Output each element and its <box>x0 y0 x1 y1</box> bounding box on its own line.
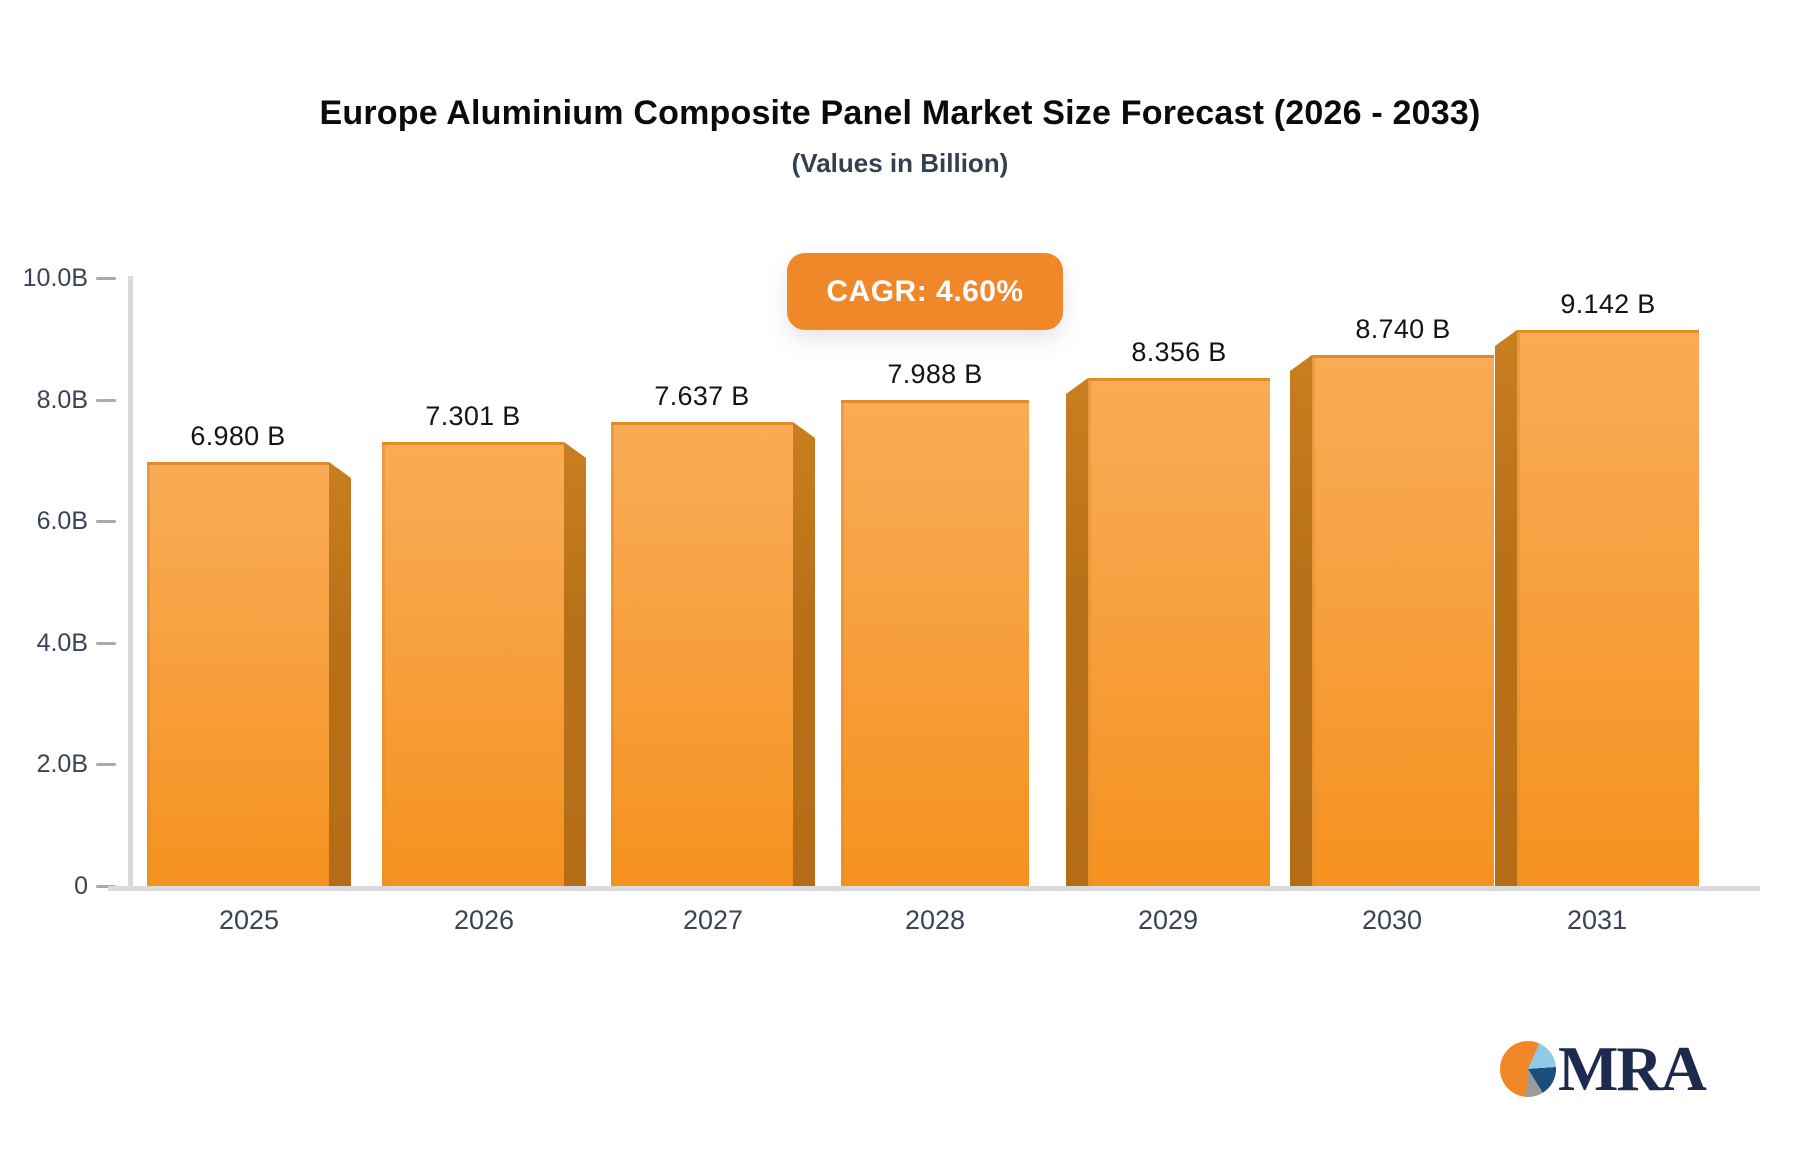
chart-title: Europe Aluminium Composite Panel Market … <box>319 94 1481 132</box>
x-axis-tick-label-2029: 2029 <box>1137 905 1199 935</box>
pie-chart-logo-icon <box>1500 1041 1556 1097</box>
bar-3d-side-2025 <box>329 462 351 886</box>
bar-3d-side-2026 <box>564 442 586 886</box>
bar-3d-side-2031 <box>1495 330 1517 886</box>
bar-2031 <box>1495 330 1699 886</box>
bar-3d-side-2027 <box>793 422 815 886</box>
bar-2029 <box>1066 378 1270 886</box>
y-axis-tick-label: 2.0B <box>36 750 88 778</box>
bar-2027 <box>611 422 815 886</box>
bar-value-label-2025: 6.980 B <box>190 421 286 451</box>
bar-body-2027 <box>611 422 793 886</box>
bar-value-label-2030: 8.740 B <box>1355 314 1451 344</box>
logo-text: MRA <box>1558 1033 1707 1104</box>
y-axis-tick-mark <box>96 520 116 523</box>
y-axis-line <box>128 276 133 891</box>
y-axis-tick-mark <box>96 642 116 645</box>
bar-2030 <box>1290 355 1494 886</box>
bar-value-label-2028: 7.988 B <box>887 359 983 389</box>
x-axis-tick-label-2027: 2027 <box>682 905 744 935</box>
y-axis-tick-mark <box>96 763 116 766</box>
mra-logo: MRA <box>1500 1033 1707 1104</box>
x-axis-line <box>108 886 1760 891</box>
bar-body-2030 <box>1312 355 1494 886</box>
y-axis-tick-label: 8.0B <box>36 386 88 414</box>
x-axis-tick-label-2025: 2025 <box>218 905 280 935</box>
y-axis-tick-label: 4.0B <box>36 629 88 657</box>
bar-3d-side-2029 <box>1066 378 1088 886</box>
bar-value-label-2029: 8.356 B <box>1131 337 1227 367</box>
bar-body-2028 <box>841 400 1029 886</box>
bar-value-label-2031: 9.142 B <box>1560 289 1656 319</box>
x-axis-tick-label-2030: 2030 <box>1361 905 1423 935</box>
y-axis-tick-mark <box>96 885 116 888</box>
chart-subtitle: (Values in Billion) <box>791 148 1009 178</box>
y-axis-tick-label: 0 <box>74 872 88 900</box>
bar-value-label-2027: 7.637 B <box>654 381 750 411</box>
bar-body-2026 <box>382 442 564 886</box>
y-axis-tick-label: 10.0B <box>22 264 88 292</box>
y-axis-tick-mark <box>96 399 116 402</box>
cagr-badge: CAGR: 4.60% <box>787 253 1063 330</box>
bar-body-2031 <box>1517 330 1699 886</box>
x-axis-tick-label-2028: 2028 <box>904 905 966 935</box>
bar-body-2029 <box>1088 378 1270 886</box>
bar-2025 <box>147 462 351 886</box>
bar-2026 <box>382 442 586 886</box>
bar-value-label-2026: 7.301 B <box>425 401 521 431</box>
bar-2028 <box>841 400 1029 886</box>
y-axis-tick-mark <box>96 277 116 280</box>
y-axis-tick-label: 6.0B <box>36 507 88 535</box>
bar-3d-side-2030 <box>1290 355 1312 886</box>
bar-body-2025 <box>147 462 329 886</box>
x-axis-tick-label-2026: 2026 <box>453 905 515 935</box>
x-axis-tick-label-2031: 2031 <box>1566 905 1628 935</box>
